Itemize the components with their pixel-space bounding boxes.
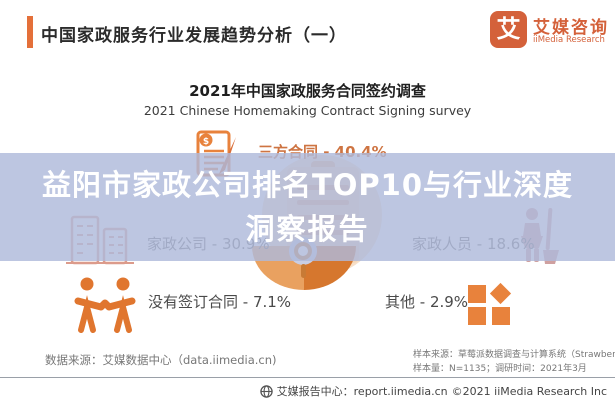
- handshake-icon: [74, 277, 136, 333]
- sample-source-text: 样本来源：草莓派数据调查与计算系统（Strawberry Pie）: [413, 350, 615, 360]
- copyright-text: ©2021 iiMedia Research Inc: [451, 384, 607, 398]
- data-source-text: 数据来源：艾媒数据中心（data.iimedia.cn): [45, 353, 277, 367]
- iimedia-logo-icon: 艾: [490, 11, 527, 48]
- logo-name-en: iiMedia Research: [533, 35, 605, 45]
- report-center-text: 艾媒报告中心：report.iimedia.cn: [276, 385, 448, 398]
- survey-title-cn: 2021年中国家政服务合同签约调查: [189, 82, 426, 100]
- page-title: 中国家政服务行业发展趋势分析（一）: [41, 26, 347, 46]
- magnifier-handle: [301, 264, 306, 278]
- headline-line1: 益阳市家政公司排名TOP10与行业深度: [41, 168, 574, 202]
- headline-line2: 洞察报告: [245, 212, 370, 246]
- item-label-qita: 其他 - 2.9%: [385, 293, 469, 311]
- footer-bar: 艾媒报告中心：report.iimedia.cn ©2021 iiMedia R…: [259, 383, 607, 399]
- survey-title-en: 2021 Chinese Homemaking Contract Signing…: [143, 103, 472, 118]
- globe-icon: [259, 384, 273, 398]
- svg-text:$: $: [203, 137, 209, 147]
- logo-name-cn: 艾媒咨询: [533, 18, 609, 38]
- footer-divider: [0, 377, 615, 378]
- title-accent-bar: [27, 16, 33, 48]
- four-squares-icon: [468, 282, 512, 325]
- sample-info-text: 样本量：N=1135；调研时间：2021年3月: [413, 364, 587, 374]
- headline-overlay-band: 益阳市家政公司排名TOP10与行业深度 洞察报告: [0, 153, 615, 261]
- item-label-wuhetong: 没有签订合同 - 7.1%: [148, 293, 292, 311]
